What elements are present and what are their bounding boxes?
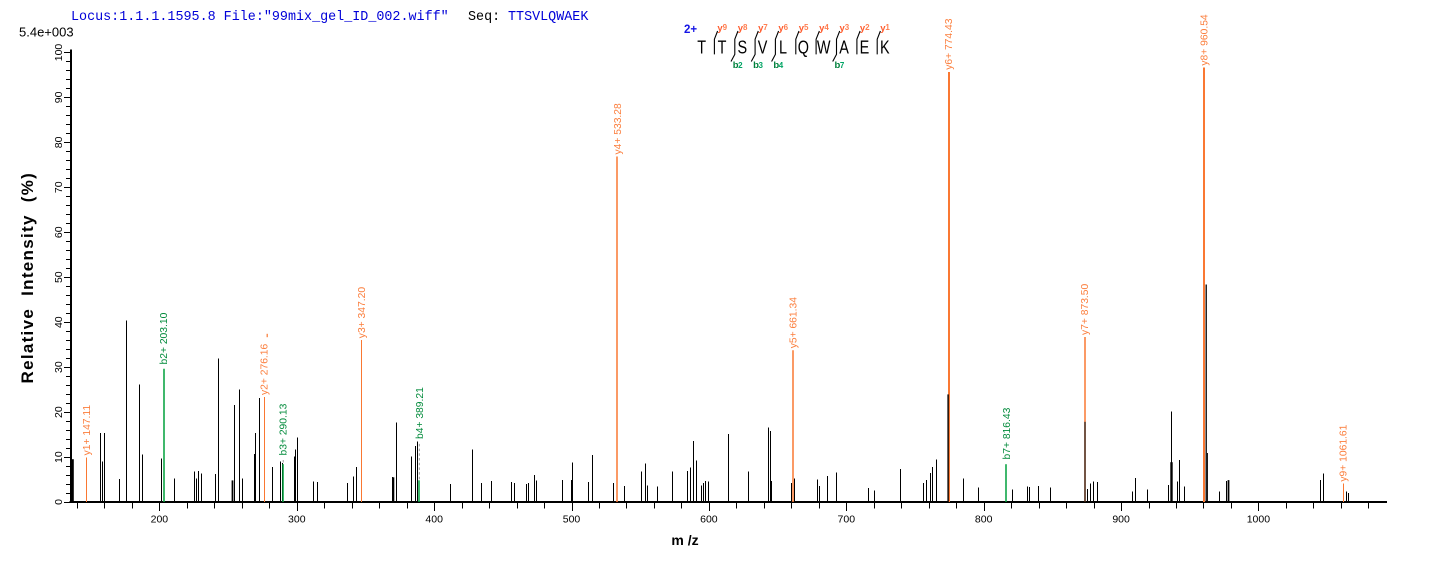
svg-text:100: 100 — [53, 44, 65, 62]
svg-text:7: 7 — [840, 61, 845, 70]
svg-text:y8+ 960.54: y8+ 960.54 — [1200, 14, 1211, 66]
svg-text:70: 70 — [53, 181, 65, 193]
svg-text:2: 2 — [865, 23, 870, 32]
svg-text:y9+ 1061.61: y9+ 1061.61 — [1339, 424, 1350, 481]
svg-text:20: 20 — [53, 406, 65, 418]
svg-text:800: 800 — [975, 514, 993, 526]
svg-text:b3+ 290.13: b3+ 290.13 — [279, 403, 290, 455]
svg-text:b7+ 816.43: b7+ 816.43 — [1002, 407, 1013, 459]
svg-text:y: y — [860, 23, 866, 34]
svg-text:S: S — [737, 37, 747, 58]
svg-text:Q: Q — [798, 37, 809, 58]
svg-text:8: 8 — [743, 23, 748, 32]
svg-text:y6+ 774.43: y6+ 774.43 — [944, 18, 955, 70]
svg-text:T: T — [718, 37, 727, 58]
svg-text:E: E — [860, 37, 870, 58]
svg-text:1000: 1000 — [1247, 514, 1271, 526]
svg-text:A: A — [839, 37, 849, 58]
svg-text:y5+ 661.34: y5+ 661.34 — [789, 297, 800, 349]
svg-text:50: 50 — [53, 271, 65, 283]
svg-text:900: 900 — [1112, 514, 1130, 526]
svg-text:W: W — [817, 37, 831, 58]
svg-text:30: 30 — [53, 361, 65, 373]
svg-text:m /z: m /z — [671, 532, 698, 548]
svg-text:y3+ 347.20: y3+ 347.20 — [357, 287, 368, 339]
svg-text:y2+ 276.16: y2+ 276.16 — [260, 343, 271, 395]
svg-text:Relative Intensity (%): Relative Intensity (%) — [18, 172, 37, 384]
svg-text:6: 6 — [784, 23, 789, 32]
svg-text:b: b — [773, 60, 779, 71]
svg-text:L: L — [779, 37, 787, 58]
svg-text:b: b — [733, 60, 739, 71]
svg-text:b: b — [835, 60, 841, 71]
svg-text:y: y — [738, 23, 744, 34]
svg-text:40: 40 — [53, 316, 65, 328]
svg-text:80: 80 — [53, 136, 65, 148]
svg-text:4: 4 — [824, 23, 829, 32]
svg-text:TTSVLQWAEK: TTSVLQWAEK — [508, 10, 589, 25]
svg-text:500: 500 — [563, 514, 581, 526]
svg-text:y: y — [799, 23, 805, 34]
svg-text:V: V — [758, 37, 768, 58]
svg-text:2: 2 — [738, 61, 743, 70]
svg-text:y1+ 147.11: y1+ 147.11 — [82, 405, 93, 456]
svg-text:Seq:: Seq: — [468, 10, 500, 25]
svg-text:0: 0 — [53, 499, 65, 505]
svg-text:y: y — [778, 23, 784, 34]
svg-text:5: 5 — [804, 23, 809, 32]
svg-text:2+: 2+ — [684, 24, 697, 36]
svg-text:1: 1 — [885, 23, 890, 32]
svg-text:10: 10 — [53, 451, 65, 463]
svg-text:300: 300 — [288, 514, 306, 526]
svg-text:4: 4 — [779, 61, 784, 70]
svg-text:b: b — [753, 60, 759, 71]
svg-text:700: 700 — [838, 514, 856, 526]
svg-text:Locus:1.1.1.1595.8 File:"99mix: Locus:1.1.1.1595.8 File:"99mix_gel_ID_00… — [71, 10, 449, 25]
svg-text:y4+ 533.28: y4+ 533.28 — [613, 103, 624, 155]
svg-text:y: y — [840, 23, 846, 34]
svg-text:y: y — [758, 23, 764, 34]
svg-text:y: y — [880, 23, 886, 34]
svg-text:b4+ 389.21: b4+ 389.21 — [415, 387, 426, 439]
svg-text:600: 600 — [700, 514, 718, 526]
svg-text:y: y — [819, 23, 825, 34]
svg-text:K: K — [880, 37, 890, 58]
svg-text:y7+ 873.50: y7+ 873.50 — [1080, 283, 1091, 335]
svg-text:y: y — [717, 23, 723, 34]
svg-text:60: 60 — [53, 226, 65, 238]
svg-text:200: 200 — [151, 514, 169, 526]
svg-text:90: 90 — [53, 91, 65, 103]
svg-text:3: 3 — [759, 61, 764, 70]
svg-text:400: 400 — [425, 514, 443, 526]
svg-text:9: 9 — [723, 23, 728, 32]
svg-text:3: 3 — [845, 23, 850, 32]
svg-text:5.4e+003: 5.4e+003 — [19, 25, 74, 40]
svg-text:7: 7 — [763, 23, 768, 32]
svg-text:b2+ 203.10: b2+ 203.10 — [159, 312, 170, 364]
svg-text:T: T — [697, 37, 706, 58]
